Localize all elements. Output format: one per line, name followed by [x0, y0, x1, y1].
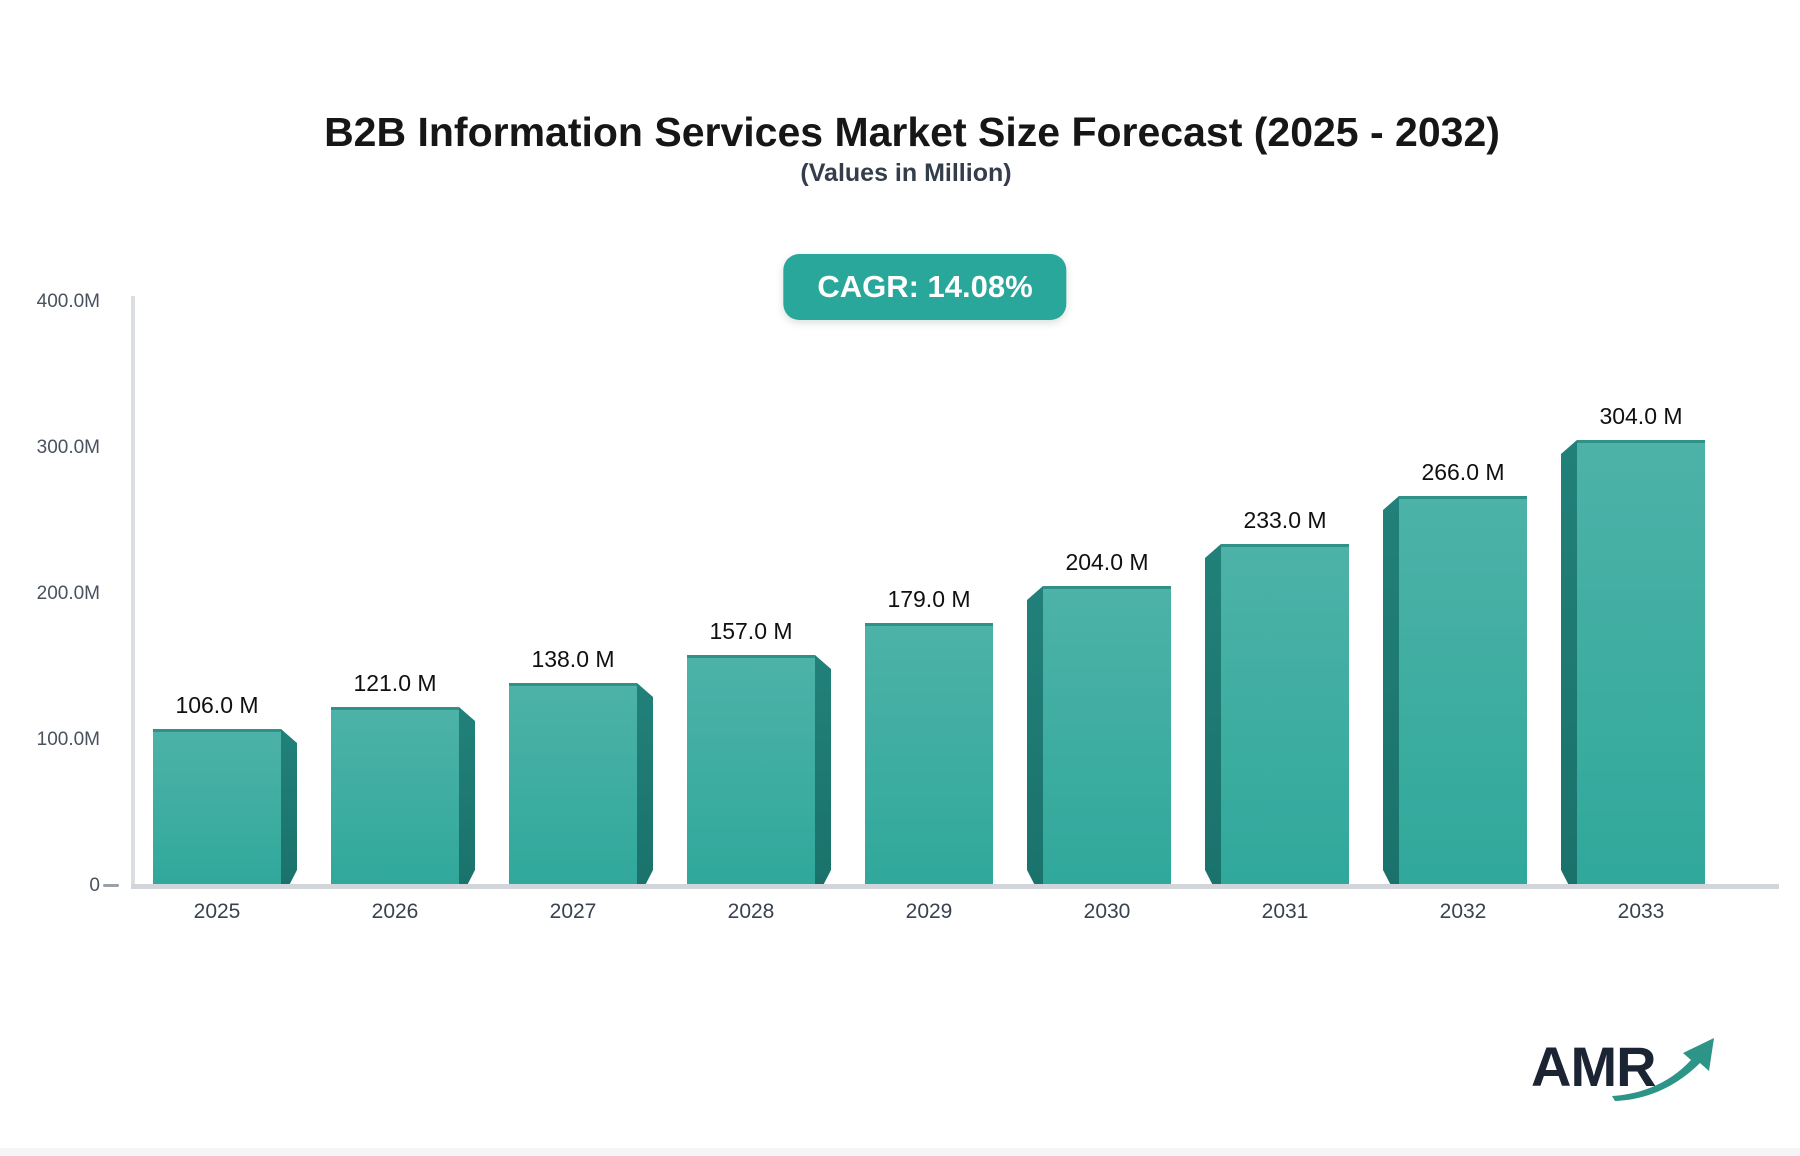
chart-title: B2B Information Services Market Size For… [324, 109, 1500, 155]
bar-2029 [865, 623, 993, 884]
bar-2032 [1399, 496, 1527, 884]
x-axis-label: 2025 [193, 900, 241, 923]
x-axis-label: 2026 [371, 900, 419, 923]
x-axis-label: 2030 [1083, 900, 1131, 923]
bar-side-face [637, 683, 653, 884]
chart-subtitle: (Values in Million) [800, 159, 1012, 187]
x-axis-label: 2031 [1261, 900, 1309, 923]
y-axis-label: 300.0M [36, 437, 100, 458]
y-axis-label: 200.0M [36, 583, 100, 604]
cagr-badge: CAGR: 14.08% [783, 254, 1067, 320]
x-axis-label: 2027 [549, 900, 597, 923]
bar-2033 [1577, 440, 1705, 884]
bar-value-label: 106.0 M [175, 692, 259, 718]
y-axis-line [131, 296, 135, 888]
amr-logo-text: AMR [1531, 1035, 1657, 1098]
bar-2025 [153, 729, 281, 884]
y-axis-label: 100.0M [36, 729, 100, 750]
x-axis-label: 2032 [1439, 900, 1487, 923]
x-axis-label: 2029 [905, 900, 953, 923]
bar-2030 [1043, 586, 1171, 884]
amr-logo: AMR [1531, 1038, 1731, 1118]
bar-side-face [1205, 544, 1221, 884]
bar-2027 [509, 683, 637, 884]
bar-2026 [331, 707, 459, 884]
bar-2028 [687, 655, 815, 884]
bar-value-label: 204.0 M [1065, 549, 1149, 575]
bar-value-label: 304.0 M [1599, 403, 1683, 429]
y-axis-label: 0 [89, 875, 100, 896]
bar-2031 [1221, 544, 1349, 884]
x-axis-label: 2028 [727, 900, 775, 923]
bar-value-label: 157.0 M [709, 618, 793, 644]
bar-side-face [1027, 586, 1043, 884]
footer-band [0, 1148, 1800, 1156]
bar-value-label: 121.0 M [353, 670, 437, 696]
bar-side-face [1383, 496, 1399, 884]
y-axis-label: 400.0M [36, 291, 100, 312]
bar-value-label: 179.0 M [887, 586, 971, 612]
bar-value-label: 266.0 M [1421, 459, 1505, 485]
bar-side-face [459, 707, 475, 884]
bar-side-face [815, 655, 831, 884]
bar-value-label: 138.0 M [531, 646, 615, 672]
zero-tick-mark [103, 884, 119, 887]
bar-side-face [281, 729, 297, 884]
x-axis-line [131, 884, 1779, 889]
x-axis-label: 2033 [1617, 900, 1665, 923]
growth-arrow-icon [1612, 1038, 1714, 1101]
bar-side-face [1561, 440, 1577, 884]
bar-value-label: 233.0 M [1243, 507, 1327, 533]
